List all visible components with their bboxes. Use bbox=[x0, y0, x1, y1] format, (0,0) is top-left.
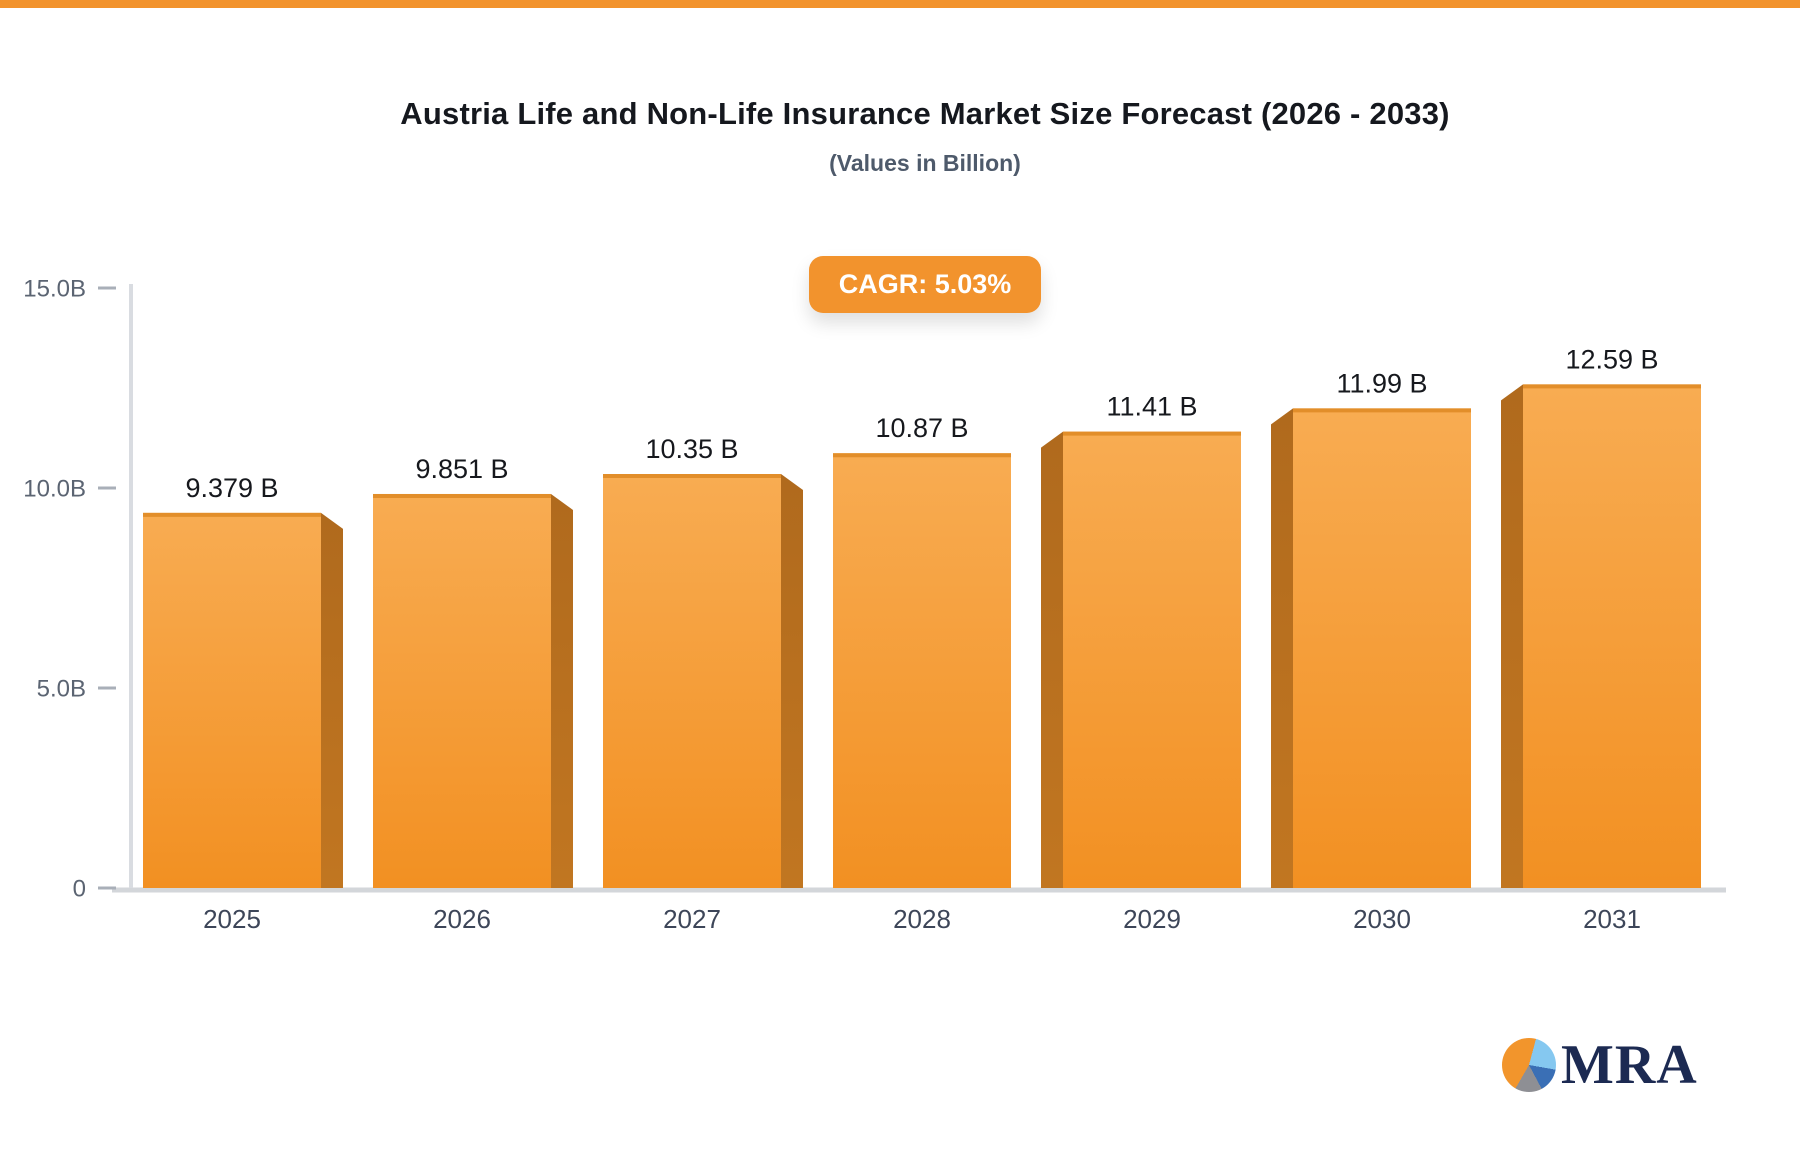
chart-title: Austria Life and Non-Life Insurance Mark… bbox=[400, 96, 1450, 131]
x-tick-label: 2030 bbox=[1353, 904, 1411, 934]
bar bbox=[1523, 384, 1701, 888]
bar-side-face bbox=[1501, 384, 1523, 888]
bar-value-label: 12.59 B bbox=[1565, 344, 1658, 374]
cagr-badge: CAGR: 5.03% bbox=[808, 256, 1042, 313]
bar-value-label: 11.99 B bbox=[1336, 368, 1427, 398]
chart-svg: 15.0B 10.0B 5.0B 0 9.379 B 2025 9.851 B 2026 10.… bbox=[23, 275, 1726, 934]
x-tick-label: 2027 bbox=[663, 904, 721, 934]
bar-side-face bbox=[321, 512, 343, 888]
y-tick-label: 15.0B bbox=[23, 275, 86, 302]
bar-side-face bbox=[1271, 408, 1293, 888]
bar bbox=[603, 474, 781, 888]
bar bbox=[373, 493, 551, 888]
pie-chart-logo-icon bbox=[1502, 1038, 1556, 1092]
top-accent-bar bbox=[0, 0, 1800, 8]
chart-root: 15.0B 10.0B 5.0B 0 9.379 B 2025 9.851 B 2026 10.… bbox=[23, 275, 1726, 934]
bar bbox=[833, 453, 1011, 888]
bar-side-face bbox=[1041, 431, 1063, 888]
bar-value-label: 11.41 B bbox=[1106, 392, 1197, 422]
bar bbox=[1063, 431, 1241, 888]
bar-value-label: 9.379 B bbox=[185, 473, 278, 503]
bar-side-face bbox=[781, 474, 803, 888]
y-tick-label: 10.0B bbox=[23, 475, 86, 502]
bar-value-label: 9.851 B bbox=[415, 454, 508, 484]
y-tick-label: 5.0B bbox=[37, 675, 86, 702]
bar bbox=[1293, 408, 1471, 888]
x-tick-label: 2026 bbox=[433, 904, 491, 934]
brand-logo-text: MRA bbox=[1561, 1034, 1698, 1096]
bar bbox=[143, 512, 321, 888]
y-tick-label: 0 bbox=[73, 875, 86, 902]
x-tick-label: 2028 bbox=[893, 904, 951, 934]
x-tick-label: 2025 bbox=[203, 904, 261, 934]
bar-value-label: 10.87 B bbox=[875, 413, 968, 443]
chart-subtitle: (Values in Billion) bbox=[829, 150, 1021, 176]
bar-side-face bbox=[551, 493, 573, 888]
x-tick-label: 2031 bbox=[1583, 904, 1641, 934]
x-tick-label: 2029 bbox=[1123, 904, 1181, 934]
brand-logo: MRA bbox=[1502, 1034, 1698, 1096]
bar-value-label: 10.35 B bbox=[645, 434, 738, 464]
